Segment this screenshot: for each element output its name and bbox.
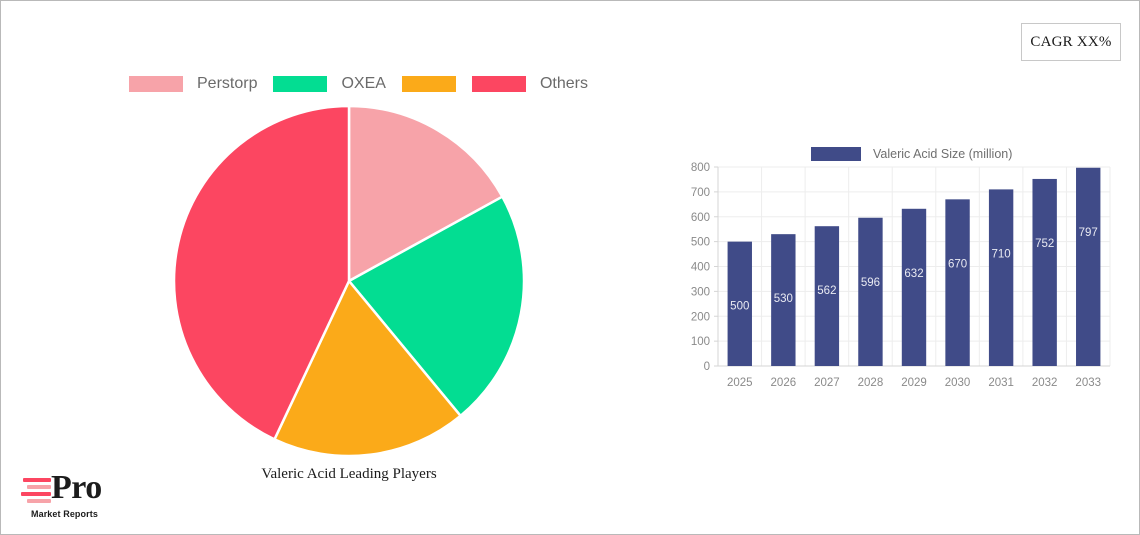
x-tick-label: 2030 [945, 377, 971, 389]
pie-slice[interactable] [347, 104, 505, 284]
x-tick-label: 2027 [814, 377, 840, 389]
pie-legend-item[interactable] [401, 76, 472, 92]
pie-legend: Perstorp OXEA Others [129, 75, 604, 93]
bar-chart-svg: 0 100 200 300 400 500 600 700 800 500 2025 530 2026 5… [691, 162, 1111, 389]
bar[interactable] [945, 199, 970, 366]
pie-slice[interactable] [347, 194, 526, 418]
logo-bar-icon [27, 485, 51, 489]
pie-legend-label: Others [539, 75, 588, 92]
bar-value-label: 710 [992, 248, 1011, 260]
bar-legend-swatch-icon [811, 147, 861, 161]
bar-value-label: 562 [817, 285, 836, 297]
pie-legend-swatch-icon [471, 76, 526, 92]
bar[interactable] [771, 234, 796, 366]
bar[interactable] [901, 208, 927, 366]
x-tick-label: 2026 [771, 377, 797, 389]
pie-legend-item[interactable]: OXEA [273, 75, 401, 93]
bar-value-label: 670 [948, 258, 967, 270]
cagr-badge-label: CAGR XX% [1030, 33, 1112, 50]
x-tick-label: 2033 [1075, 377, 1101, 389]
pie-legend-label: OXEA [341, 75, 386, 92]
y-tick-label: 100 [691, 336, 710, 348]
y-tick-label: 700 [691, 187, 710, 199]
y-tick-label: 800 [691, 162, 710, 174]
bar-value-label: 596 [861, 277, 880, 289]
pie-slice[interactable] [172, 104, 351, 442]
pie-chart-svg [172, 104, 526, 458]
pie-legend-swatch-icon [401, 76, 456, 92]
x-tick-label: 2029 [901, 377, 927, 389]
y-tick-label: 0 [704, 361, 710, 373]
pie-legend-item[interactable]: Perstorp [129, 75, 273, 93]
y-tick-label: 400 [691, 262, 710, 274]
pie-chart-caption: Valeric Acid Leading Players [261, 466, 437, 482]
bar-legend-label: Valeric Acid Size (million) [873, 147, 1013, 161]
pie-slice[interactable] [272, 278, 463, 458]
bar[interactable] [988, 189, 1014, 366]
bar[interactable] [1076, 167, 1101, 366]
y-tick-label: 200 [691, 311, 710, 323]
logo-subtitle: Market Reports [31, 509, 98, 519]
bar[interactable] [814, 226, 840, 366]
pie-legend-swatch-icon [129, 76, 183, 92]
logo-bar-icon [23, 478, 51, 482]
x-tick-label: 2031 [988, 377, 1014, 389]
cagr-badge: CAGR XX% [1021, 23, 1121, 61]
bar-chart: 0 100 200 300 400 500 600 700 800 500 2025 530 2026 5… [676, 143, 1116, 408]
bar-value-label: 500 [730, 301, 749, 313]
x-tick-label: 2025 [727, 377, 753, 389]
bar[interactable] [1032, 178, 1057, 366]
bar-value-label: 752 [1035, 238, 1054, 250]
bar-chart-legend: Valeric Acid Size (million) [811, 147, 1012, 161]
x-tick-label: 2028 [858, 377, 884, 389]
y-tick-label: 300 [691, 286, 710, 298]
logo-bar-icon [21, 492, 51, 496]
pie-chart [172, 104, 526, 458]
bar-value-label: 797 [1079, 227, 1098, 239]
bar[interactable] [858, 217, 883, 366]
y-tick-label: 600 [691, 212, 710, 224]
logo-bar-icon [27, 499, 51, 503]
pie-legend-swatch-icon [273, 76, 328, 92]
x-tick-label: 2032 [1032, 377, 1058, 389]
bar[interactable] [727, 241, 752, 367]
y-tick-label: 500 [691, 237, 710, 249]
brand-logo: Pro Market Reports [19, 469, 124, 525]
bar-value-label: 530 [774, 293, 793, 305]
pie-legend-item[interactable]: Others [471, 75, 604, 93]
pie-legend-label: Perstorp [197, 75, 258, 92]
logo-wordmark: Pro [51, 469, 102, 506]
bar-value-label: 632 [904, 268, 923, 280]
